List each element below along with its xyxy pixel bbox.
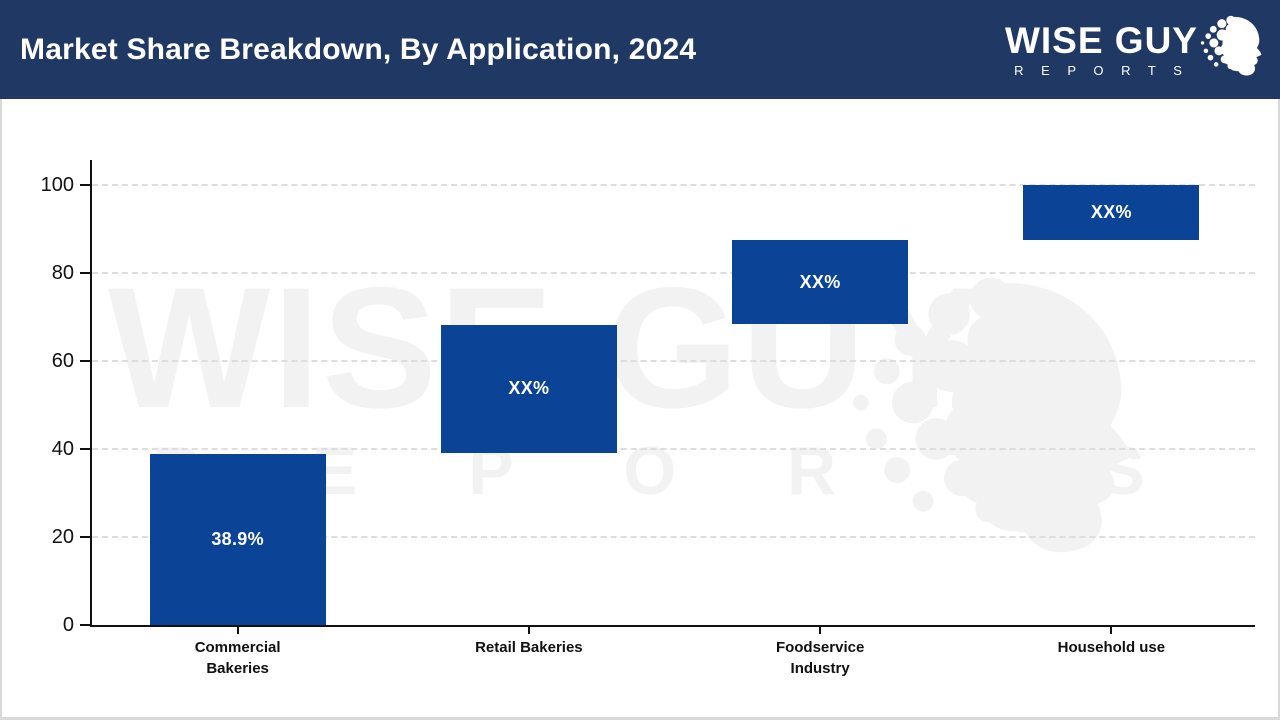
- y-tick-label: 0: [62, 614, 74, 636]
- category-label: Commercial Bakeries: [194, 639, 281, 677]
- y-axis-tick: [80, 184, 90, 186]
- y-tick-label: 100: [40, 174, 74, 196]
- category-label: Retail Bakeries: [475, 639, 583, 656]
- gridline: [92, 448, 1255, 450]
- logo-text: WISE GUY R E P O R T S: [1005, 22, 1198, 77]
- y-axis-tick: [80, 360, 90, 362]
- x-axis-tick: [1110, 627, 1113, 634]
- gridline: [92, 536, 1255, 538]
- bar-value-label: XX%: [799, 271, 841, 292]
- x-axis-tick: [527, 627, 530, 634]
- y-axis-tick: [80, 272, 90, 274]
- y-tick-label: 20: [51, 526, 74, 548]
- logo-subtitle: R E P O R T S: [1014, 63, 1189, 78]
- bar-segment: XX%: [732, 240, 909, 325]
- bar-segment: 38.9%: [149, 453, 326, 625]
- x-axis-tick: [236, 627, 239, 634]
- bar-value-label: 38.9%: [211, 528, 264, 549]
- y-tick-label: 80: [51, 262, 74, 284]
- bar-segment: XX%: [1023, 185, 1200, 240]
- y-axis-tick: [80, 536, 90, 538]
- logo-wordmark: WISE GUY: [1004, 20, 1198, 61]
- category-label: Household use: [1057, 639, 1166, 656]
- wise-guy-reports-logo: WISE GUY R E P O R T S: [1005, 13, 1266, 87]
- y-axis-tick: [80, 624, 90, 626]
- header-banner: Market Share Breakdown, By Application, …: [0, 0, 1280, 99]
- dotted-face-icon: [1200, 15, 1262, 76]
- category-label: Foodservice Industry: [775, 639, 865, 677]
- gridline: [92, 272, 1255, 274]
- bar-value-label: XX%: [1090, 202, 1132, 222]
- page-title: Market Share Breakdown, By Application, …: [20, 32, 697, 66]
- plot-area: 0 20 40 60 80 100 38.9% Commercial Bakeries XX% R…: [41, 160, 1255, 677]
- bar-segment: XX%: [440, 324, 617, 453]
- y-tick-label: 40: [51, 438, 74, 460]
- gridline: [92, 360, 1255, 362]
- chart-canvas: WISE GUY R E P O R T S 0 20 40 60 80 100 38.9%…: [0, 99, 1280, 720]
- bar-value-label: XX%: [508, 378, 550, 399]
- y-tick-label: 60: [51, 350, 74, 372]
- gridline: [92, 184, 1255, 186]
- y-axis-tick: [80, 448, 90, 450]
- x-axis-tick: [819, 627, 822, 634]
